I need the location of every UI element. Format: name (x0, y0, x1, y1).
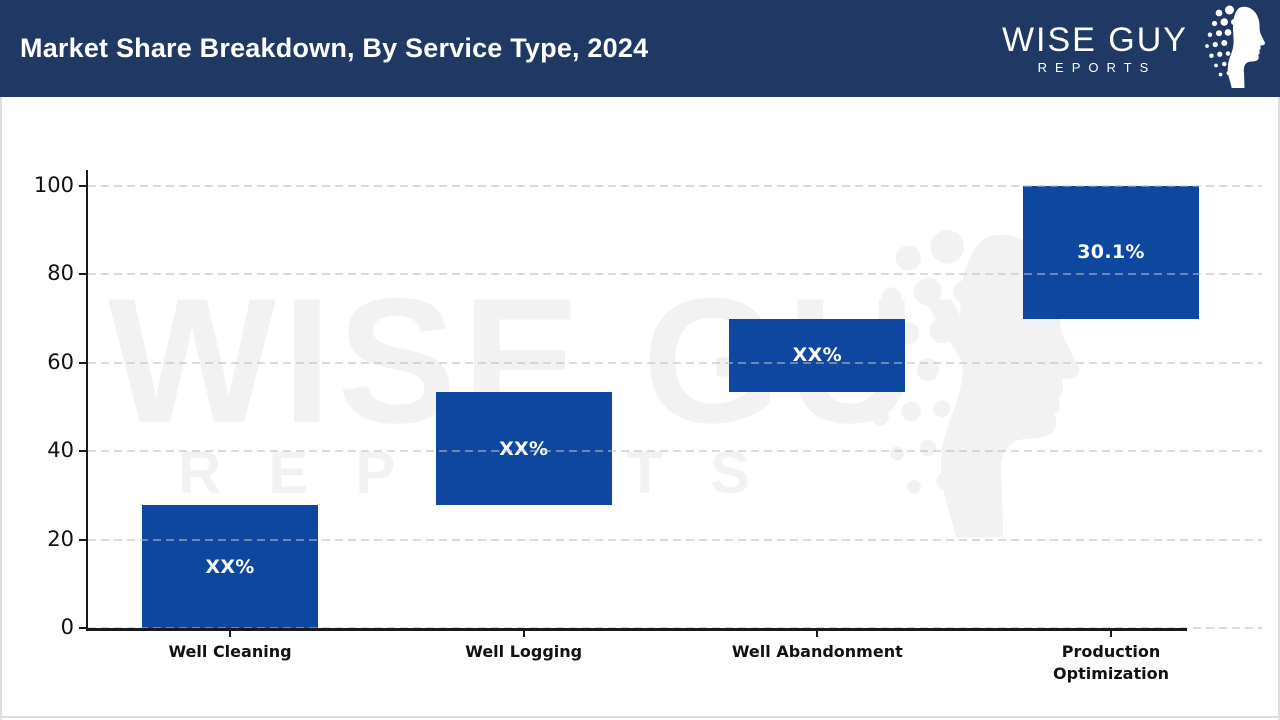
y-tick-label: 0 (60, 615, 74, 639)
y-tick-label: 60 (47, 349, 74, 374)
gridline (88, 450, 1262, 453)
bar-value-label: XX% (792, 344, 842, 367)
y-axis-tick (79, 184, 88, 187)
y-tick-label: 20 (47, 526, 74, 551)
header: Market Share Breakdown, By Service Type,… (0, 0, 1280, 97)
logo-brand-bottom: REPORTS (1037, 59, 1157, 75)
y-axis-tick (79, 273, 88, 276)
x-axis-tick (816, 628, 819, 637)
gridline (88, 273, 1262, 276)
bar-segment: XX% (142, 505, 318, 628)
y-axis-tick (79, 361, 88, 364)
frame-border-right (1278, 97, 1280, 720)
bar-value-label: 30.1% (1077, 241, 1145, 264)
x-category-label: Well Logging (465, 642, 583, 661)
x-axis-tick (522, 628, 525, 637)
x-axis-line (86, 628, 1187, 631)
page-title: Market Share Breakdown, By Service Type,… (20, 33, 649, 63)
gridline (88, 361, 1262, 364)
bar-segment: 30.1% (1023, 185, 1199, 319)
x-axis-tick (1110, 628, 1112, 637)
y-axis-tick (79, 450, 88, 453)
y-axis-tick (79, 538, 88, 541)
x-category-label: Well Abandonment (731, 642, 903, 661)
y-tick-label: 100 (33, 172, 74, 197)
frame-border-left (0, 97, 2, 720)
y-axis-line (86, 170, 88, 630)
x-axis-tick (229, 628, 231, 637)
bar-value-label: XX% (205, 555, 255, 578)
y-axis-tick (79, 627, 88, 629)
logo-wordmark: WISE GUY REPORTS (1002, 23, 1188, 75)
logo-brand-top: WISE GUY (1001, 20, 1188, 59)
gridline (88, 184, 1262, 187)
bar-segment: XX% (729, 318, 906, 392)
bar-value-label: XX% (499, 437, 549, 460)
wise-guy-logo: WISE GUY REPORTS (1002, 0, 1270, 97)
y-tick-label: 80 (47, 261, 74, 286)
frame-border-bottom (0, 716, 1280, 718)
x-category-label: Well Cleaning (168, 642, 292, 661)
gridline (88, 538, 1262, 541)
dotted-face-logo-icon (1205, 5, 1265, 88)
y-tick-label: 40 (47, 438, 74, 463)
x-category-label: Production Optimization (1053, 642, 1169, 683)
bar-segment: XX% (435, 391, 612, 506)
